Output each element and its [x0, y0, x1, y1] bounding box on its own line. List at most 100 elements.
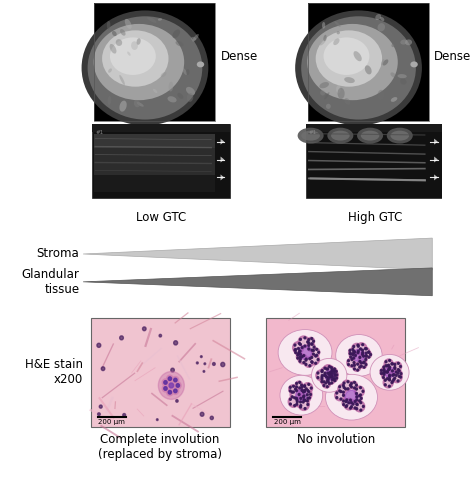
Circle shape [357, 397, 360, 400]
Circle shape [356, 393, 357, 395]
Circle shape [300, 401, 301, 403]
Circle shape [335, 390, 345, 401]
Circle shape [384, 367, 389, 371]
Circle shape [334, 380, 336, 382]
Circle shape [294, 388, 296, 390]
Circle shape [336, 377, 337, 379]
Text: High GTC: High GTC [347, 211, 402, 224]
Circle shape [308, 391, 310, 393]
Ellipse shape [94, 24, 184, 100]
Circle shape [362, 344, 364, 346]
Circle shape [340, 391, 342, 393]
Circle shape [304, 396, 309, 400]
Circle shape [333, 370, 335, 372]
Circle shape [316, 354, 318, 356]
Circle shape [319, 372, 323, 378]
Ellipse shape [161, 72, 166, 77]
Circle shape [299, 360, 301, 362]
Circle shape [362, 352, 364, 354]
Circle shape [296, 397, 297, 399]
Circle shape [343, 394, 345, 396]
Ellipse shape [324, 92, 329, 100]
Circle shape [386, 365, 388, 367]
Circle shape [365, 352, 367, 354]
Circle shape [321, 376, 323, 378]
Circle shape [394, 377, 396, 379]
Circle shape [389, 379, 391, 381]
Circle shape [204, 363, 206, 365]
Circle shape [342, 380, 352, 391]
Text: Low GTC: Low GTC [136, 211, 186, 224]
Circle shape [292, 385, 294, 387]
Circle shape [360, 387, 361, 389]
Circle shape [311, 343, 313, 345]
Polygon shape [434, 174, 438, 180]
Ellipse shape [280, 375, 323, 415]
Circle shape [305, 388, 307, 390]
Ellipse shape [295, 11, 422, 125]
Circle shape [365, 363, 367, 365]
Circle shape [331, 379, 333, 381]
Circle shape [323, 381, 325, 383]
Text: H&E stain
x200: H&E stain x200 [25, 358, 83, 387]
Circle shape [351, 386, 353, 388]
Ellipse shape [191, 37, 196, 41]
Text: Stroma: Stroma [36, 247, 79, 261]
Circle shape [349, 353, 351, 355]
Circle shape [382, 364, 391, 373]
Circle shape [309, 365, 311, 367]
Circle shape [301, 356, 305, 361]
Circle shape [307, 404, 309, 406]
Circle shape [301, 385, 307, 393]
Circle shape [167, 375, 173, 382]
Circle shape [337, 393, 342, 398]
Circle shape [311, 349, 313, 351]
Circle shape [387, 362, 396, 372]
Circle shape [196, 362, 198, 364]
Circle shape [394, 367, 396, 369]
Ellipse shape [167, 96, 177, 102]
Circle shape [356, 395, 362, 402]
Circle shape [302, 387, 306, 391]
Circle shape [354, 368, 356, 370]
Circle shape [304, 345, 306, 347]
Circle shape [327, 372, 329, 374]
Ellipse shape [182, 68, 187, 75]
Circle shape [307, 341, 309, 343]
Circle shape [303, 355, 305, 357]
Circle shape [353, 349, 365, 362]
Circle shape [385, 367, 394, 377]
Circle shape [305, 363, 307, 365]
Circle shape [363, 355, 365, 357]
Circle shape [359, 356, 361, 358]
Circle shape [174, 382, 181, 389]
Circle shape [296, 353, 303, 360]
Circle shape [354, 382, 356, 384]
Circle shape [308, 344, 310, 346]
Circle shape [176, 384, 180, 387]
Circle shape [359, 360, 361, 362]
Circle shape [311, 361, 313, 363]
Ellipse shape [375, 14, 381, 20]
Circle shape [400, 372, 402, 374]
Ellipse shape [134, 100, 140, 107]
Circle shape [389, 365, 394, 370]
Circle shape [357, 369, 359, 371]
Circle shape [352, 383, 356, 387]
Circle shape [354, 351, 356, 353]
Circle shape [383, 370, 385, 372]
Ellipse shape [333, 38, 339, 45]
Ellipse shape [177, 93, 183, 99]
Circle shape [327, 368, 329, 370]
Circle shape [300, 358, 301, 360]
Circle shape [293, 392, 298, 397]
Circle shape [356, 343, 367, 354]
Circle shape [343, 400, 345, 402]
Circle shape [392, 363, 393, 365]
Circle shape [289, 387, 291, 389]
Circle shape [354, 387, 356, 389]
Circle shape [98, 413, 100, 416]
Text: #1: #1 [309, 130, 317, 135]
Circle shape [333, 370, 335, 372]
Circle shape [302, 391, 304, 393]
